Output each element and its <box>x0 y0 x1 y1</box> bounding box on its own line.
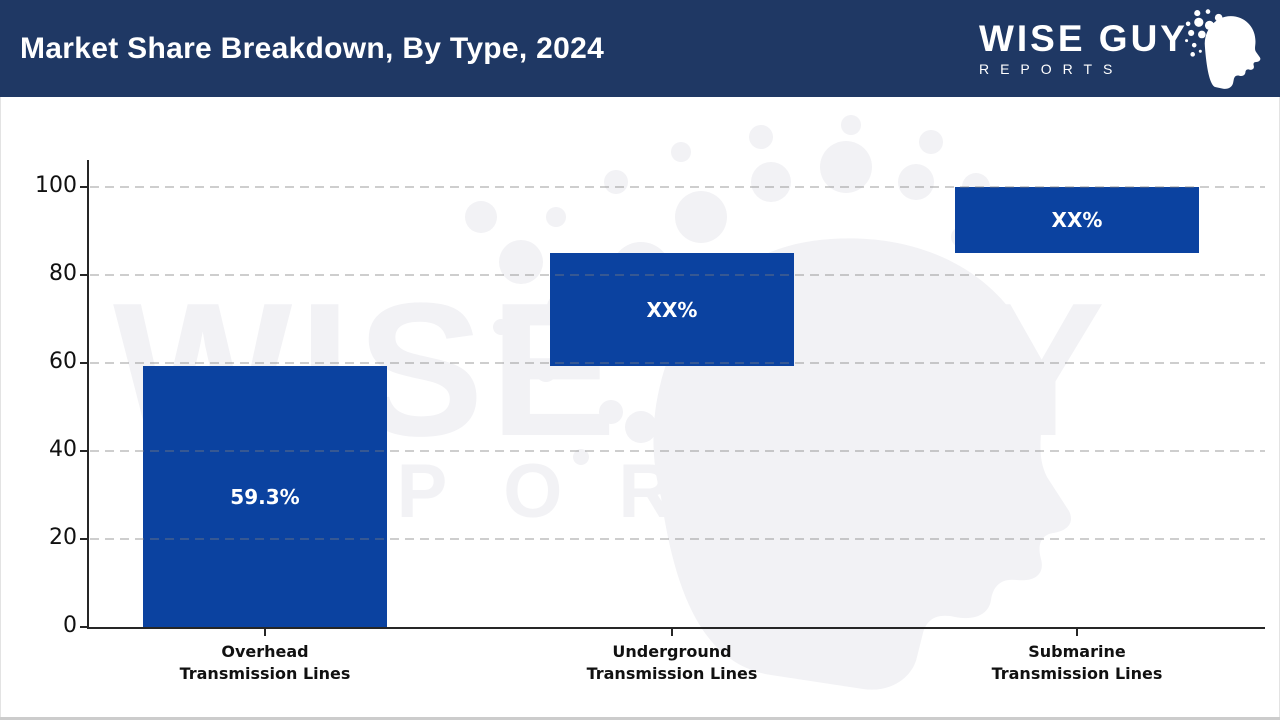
bar-value-label: 59.3% <box>230 484 300 509</box>
x-axis-tick <box>671 629 673 636</box>
y-axis-tick <box>80 186 89 188</box>
category-label-line: Transmission Lines <box>586 663 758 683</box>
gridline <box>90 274 1265 276</box>
bar-value-label: XX% <box>1051 208 1103 232</box>
chart-area: WISE GUY REPORTS 0 20 40 60 8 <box>0 97 1280 717</box>
gridline <box>90 538 1265 540</box>
y-axis-line <box>87 160 89 629</box>
logo-wordmark-line2: REPORTS <box>978 61 1124 77</box>
y-axis-tick <box>80 626 89 628</box>
category-label-line: Overhead <box>221 642 309 661</box>
category-label-line: Transmission Lines <box>991 663 1163 683</box>
y-axis-tick <box>80 274 89 276</box>
page-title: Market Share Breakdown, By Type, 2024 <box>20 31 605 65</box>
y-axis-tick-label: 80 <box>49 261 77 286</box>
category-label: Submarine Transmission Lines <box>917 641 1237 684</box>
y-axis-tick-label: 20 <box>49 525 77 550</box>
y-axis-tick-label: 100 <box>35 173 77 198</box>
y-axis-tick <box>80 362 89 364</box>
plot: 0 20 40 60 80 100 59.3% XX% XX% Overhead Transmiss… <box>1 97 1280 717</box>
bar-value-label: XX% <box>646 297 698 322</box>
y-axis-tick <box>80 538 89 540</box>
category-label-line: Submarine <box>1028 642 1126 661</box>
x-axis-tick <box>1076 629 1078 636</box>
category-label-line: Underground <box>612 642 732 661</box>
y-axis-tick-label: 60 <box>49 349 77 374</box>
x-axis-tick <box>264 629 266 636</box>
gridline <box>90 362 1265 364</box>
logo-head-icon <box>1185 8 1261 89</box>
category-label: Underground Transmission Lines <box>512 641 832 684</box>
bar-segment: XX% <box>550 253 794 367</box>
bar-segment: XX% <box>955 187 1199 253</box>
gridline <box>90 450 1265 452</box>
logo-wordmark: WISE GUY REPORTS <box>978 18 1188 78</box>
y-axis-tick-label: 40 <box>49 437 77 462</box>
y-axis-tick <box>80 450 89 452</box>
brand-logo: WISE GUY REPORTS <box>979 7 1266 91</box>
bar-segment: 59.3% <box>143 366 387 627</box>
bottom-border-line <box>0 717 1280 720</box>
header: Market Share Breakdown, By Type, 2024 WI… <box>0 0 1280 97</box>
logo-wordmark-line1: WISE GUY <box>978 18 1188 59</box>
category-label: Overhead Transmission Lines <box>105 641 425 684</box>
y-axis-tick-label: 0 <box>63 613 77 638</box>
gridline <box>90 186 1265 188</box>
category-label-line: Transmission Lines <box>179 663 351 683</box>
